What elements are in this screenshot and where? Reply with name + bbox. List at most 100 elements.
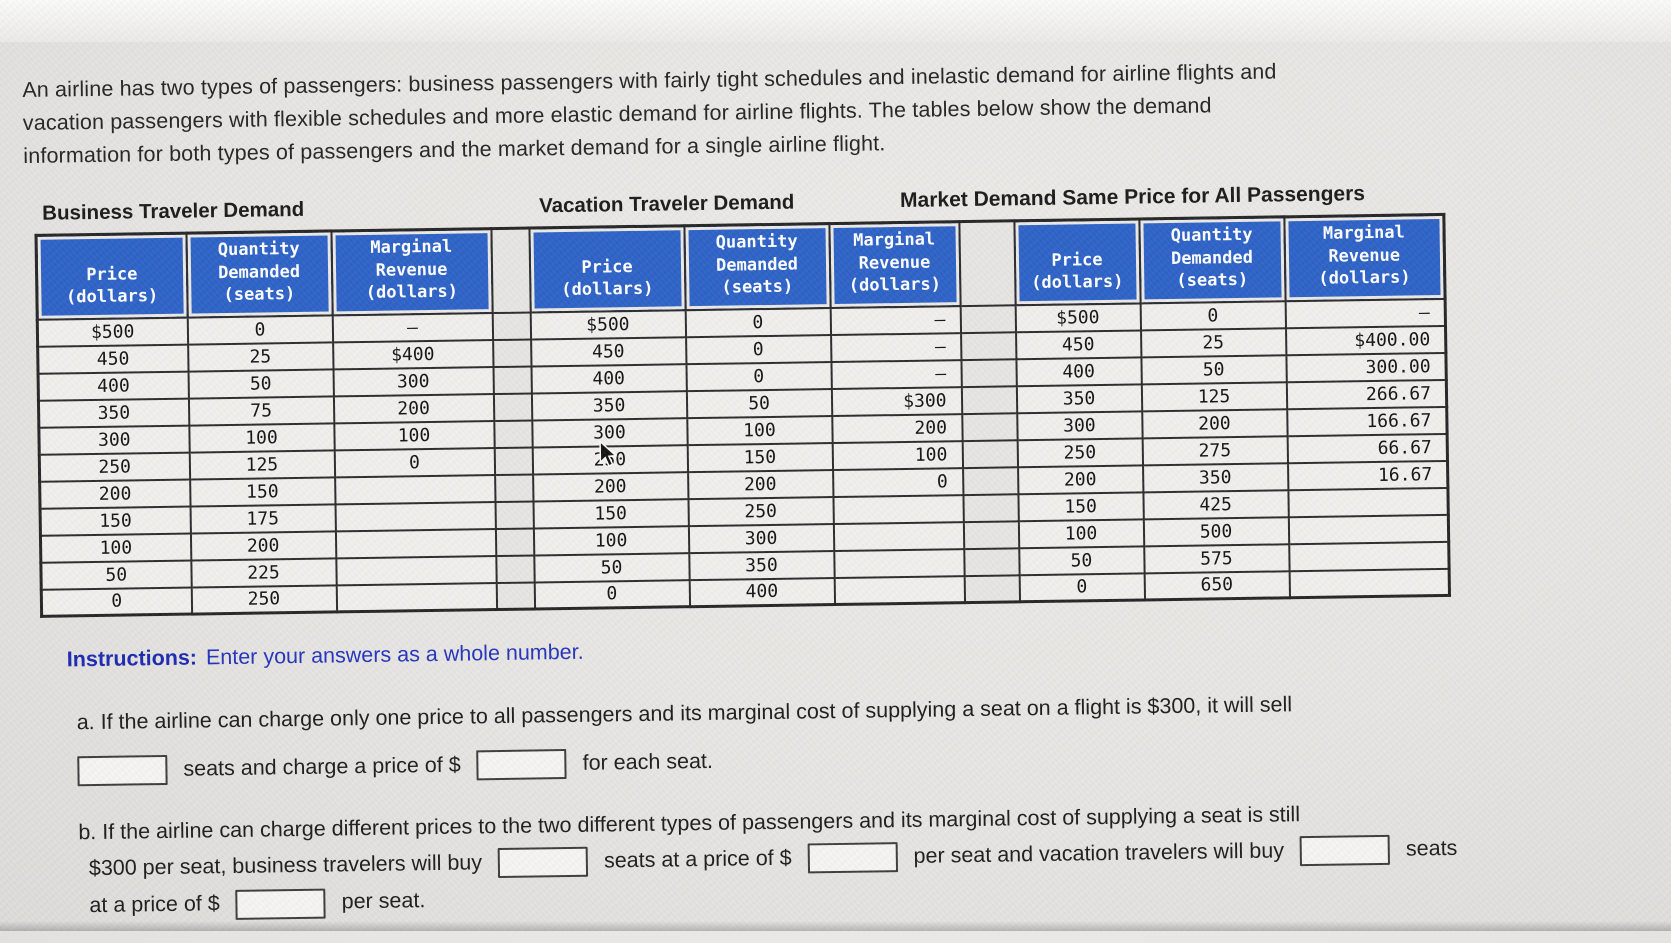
- table-cell: 125: [1141, 381, 1287, 411]
- table-spacer: [495, 554, 535, 583]
- table-cell: —: [332, 312, 493, 342]
- table-spacer: [495, 527, 534, 556]
- table-cell: 450: [530, 336, 686, 367]
- table-cell: 66.67: [1287, 433, 1448, 463]
- column-header: Marginal Revenue (dollars): [828, 221, 961, 308]
- table-cell: 50: [533, 552, 690, 582]
- answer-b-business-price-input[interactable]: [807, 842, 898, 874]
- question-a-line1: a. If the airline can charge only one pr…: [76, 692, 1293, 735]
- table-cell: 300.00: [1285, 352, 1447, 382]
- table-cell: 250: [191, 584, 337, 615]
- table-cell: 175: [190, 503, 336, 534]
- table-spacer: [964, 574, 1020, 603]
- table-spacer: [961, 412, 1018, 441]
- table-spacer: [492, 312, 531, 340]
- table-cell: [336, 582, 497, 612]
- table-cell: 150: [532, 498, 689, 528]
- column-header: Quantity Demanded (seats): [683, 223, 831, 310]
- table-cell: 266.67: [1286, 379, 1447, 409]
- table-spacer: [962, 493, 1019, 522]
- answer-a-price-input[interactable]: [476, 749, 567, 781]
- table-spacer: [963, 520, 1019, 549]
- table-cell: $500: [37, 317, 188, 347]
- table-cell: 50: [188, 368, 334, 399]
- table-cell: 400: [38, 371, 189, 401]
- table-spacer: [493, 393, 532, 421]
- answer-a-seats-input[interactable]: [77, 755, 168, 787]
- table-cell: 350: [38, 398, 189, 428]
- answer-b-business-seats-input[interactable]: [497, 847, 589, 879]
- table-cell: 300: [1016, 410, 1143, 440]
- table-spacer: [962, 466, 1018, 495]
- table-cell: —: [830, 332, 961, 362]
- business-table-title: Business Traveler Demand: [41, 197, 305, 225]
- table-cell: 200: [687, 469, 833, 499]
- table-cell: 200: [39, 479, 191, 509]
- table-cell: $500: [1015, 302, 1141, 332]
- question-a-line2: seats and charge a price of $ for each s…: [77, 737, 1293, 787]
- table-cell: 400: [530, 363, 687, 394]
- table-cell: 16.67: [1287, 460, 1448, 490]
- answer-b-vacation-price-input[interactable]: [235, 888, 326, 920]
- table-cell: [1287, 487, 1449, 517]
- table-cell: 400: [689, 577, 835, 607]
- column-header: Quantity Demanded (seats): [1138, 216, 1286, 303]
- table-cell: 50: [686, 388, 832, 418]
- screen-glare-strip: [0, 0, 1671, 42]
- demand-table-grid: Price (dollars) Quantity Demanded (seats)…: [34, 212, 1452, 618]
- table-cell: 300: [38, 425, 190, 455]
- table-cell: 300: [688, 523, 834, 553]
- table-cell: $300: [831, 386, 962, 416]
- table-cell: 450: [1015, 329, 1141, 359]
- column-header: Price (dollars): [528, 225, 686, 313]
- question-b-text: at a price of $: [89, 891, 220, 918]
- table-cell: 350: [688, 550, 835, 580]
- table-cell: 50: [1140, 354, 1287, 384]
- table-cell: 0: [41, 587, 192, 617]
- table-cell: 166.67: [1286, 406, 1448, 436]
- table-cell: [335, 501, 496, 531]
- table-spacer: [960, 358, 1017, 387]
- table-spacer: [494, 446, 533, 475]
- table-spacer: [961, 385, 1017, 414]
- table-cell: [335, 528, 496, 558]
- mouse-cursor: [599, 441, 618, 467]
- column-header: Price (dollars): [35, 233, 188, 320]
- table-cell: 0: [685, 307, 831, 337]
- table-cell: 200: [532, 471, 688, 501]
- column-header: Quantity Demanded (seats): [185, 230, 333, 318]
- table-cell: [334, 474, 495, 504]
- table-cell: [833, 521, 964, 551]
- table-cell: 150: [189, 476, 336, 507]
- table-spacer: [960, 331, 1016, 360]
- table-cell: 425: [1142, 489, 1289, 519]
- table-cell: 250: [1017, 437, 1143, 467]
- market-table-title: Market Demand Same Price for All Passeng…: [899, 182, 1366, 213]
- table-spacer: [496, 581, 535, 610]
- table-cell: —: [830, 359, 962, 389]
- table-cell: 650: [1144, 570, 1290, 600]
- table-cell: 0: [334, 447, 495, 477]
- table-cell: $500: [530, 309, 686, 340]
- vacation-table-title: Vacation Traveler Demand: [538, 190, 795, 218]
- table-spacer: [960, 304, 1016, 333]
- table-cell: —: [1285, 298, 1446, 328]
- table-spacer: [494, 500, 534, 529]
- table-cell: 150: [687, 442, 833, 472]
- table-cell: 250: [687, 496, 834, 526]
- column-header: Marginal Revenue (dollars): [1283, 214, 1446, 301]
- question-a: a. If the airline can charge only one pr…: [77, 689, 1294, 792]
- table-cell: 0: [187, 314, 333, 345]
- table-cell: 100: [533, 525, 689, 555]
- table-cell: 0: [1140, 300, 1286, 330]
- instructions-text: Enter your answers as a whole number.: [205, 639, 584, 670]
- answer-b-vacation-seats-input[interactable]: [1299, 835, 1391, 867]
- table-cell: 25: [1140, 327, 1286, 357]
- table-cell: $400.00: [1285, 325, 1446, 355]
- table-cell: 0: [1019, 572, 1145, 602]
- table-cell: 575: [1143, 543, 1290, 573]
- table-cell: 200: [190, 530, 336, 561]
- question-a-text: seats and charge a price of $: [183, 752, 461, 781]
- column-header: Marginal Revenue (dollars): [330, 228, 493, 315]
- table-spacer: [958, 220, 1016, 306]
